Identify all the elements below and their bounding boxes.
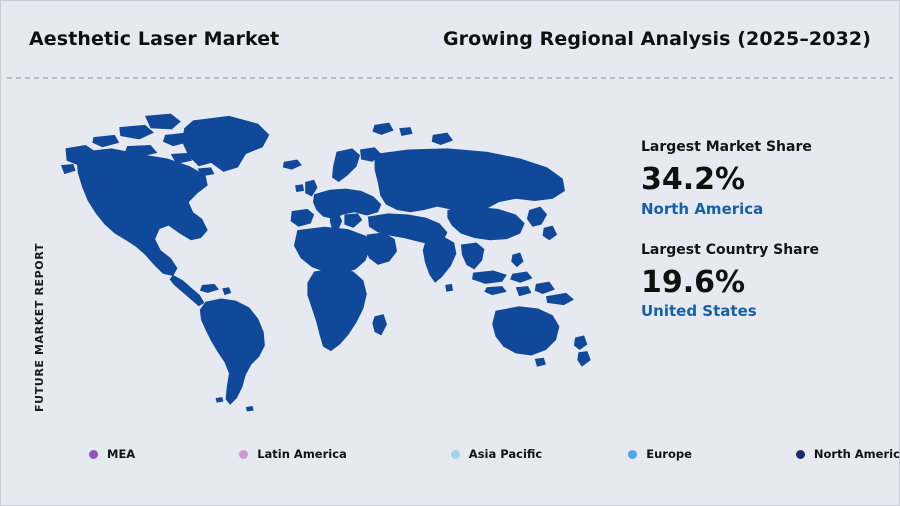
legend-swatch-icon [795,449,805,459]
stat-largest-market-share: Largest Market Share 34.2% North America [641,139,881,218]
legend-item-mea[interactable]: MEA [89,447,135,461]
legend-item-label: North America [813,447,900,461]
legend-item-label: Europe [646,447,692,461]
legend-item-north-america[interactable]: North America [795,447,900,461]
brand-vertical-label-text: FUTURE MARKET REPORT [32,242,46,412]
page-subtitle: Growing Regional Analysis (2025–2032) [442,28,871,50]
legend-swatch-icon [89,449,98,459]
legend-item-label: Latin America [257,447,347,461]
legend-item-label: Asia Pacific [468,447,543,461]
stat-value: 19.6% [641,264,746,300]
stat-region: North America [641,199,764,218]
world-map [61,97,621,417]
legend-item-asia-pacific[interactable]: Asia Pacific [450,447,543,461]
legend-swatch-icon [450,449,460,459]
header: Aesthetic Laser Market Growing Regional … [1,1,899,77]
legend-item-latin-america[interactable]: Latin America [239,447,347,461]
legend-item-label: MEA [107,447,136,461]
header-divider [7,77,893,79]
stat-largest-country-share: Largest Country Share 19.6% United State… [641,242,881,321]
legend-swatch-icon [628,449,638,459]
brand-vertical-label: FUTURE MARKET REPORT [27,237,51,417]
stat-label: Largest Market Share [641,139,812,155]
stat-label: Largest Country Share [641,241,820,258]
legend-swatch-icon [239,449,249,459]
world-map-svg [61,113,591,412]
stat-value: 34.2% [641,162,746,197]
stats-panel: Largest Market Share 34.2% North America… [641,139,881,344]
map-legend: MEA Latin America Asia Pacific Europe No… [89,447,900,461]
stat-region: United States [641,302,757,320]
legend-item-europe[interactable]: Europe [628,447,692,461]
page-title: Aesthetic Laser Market [29,28,280,50]
world-map-landmasses [61,113,591,412]
